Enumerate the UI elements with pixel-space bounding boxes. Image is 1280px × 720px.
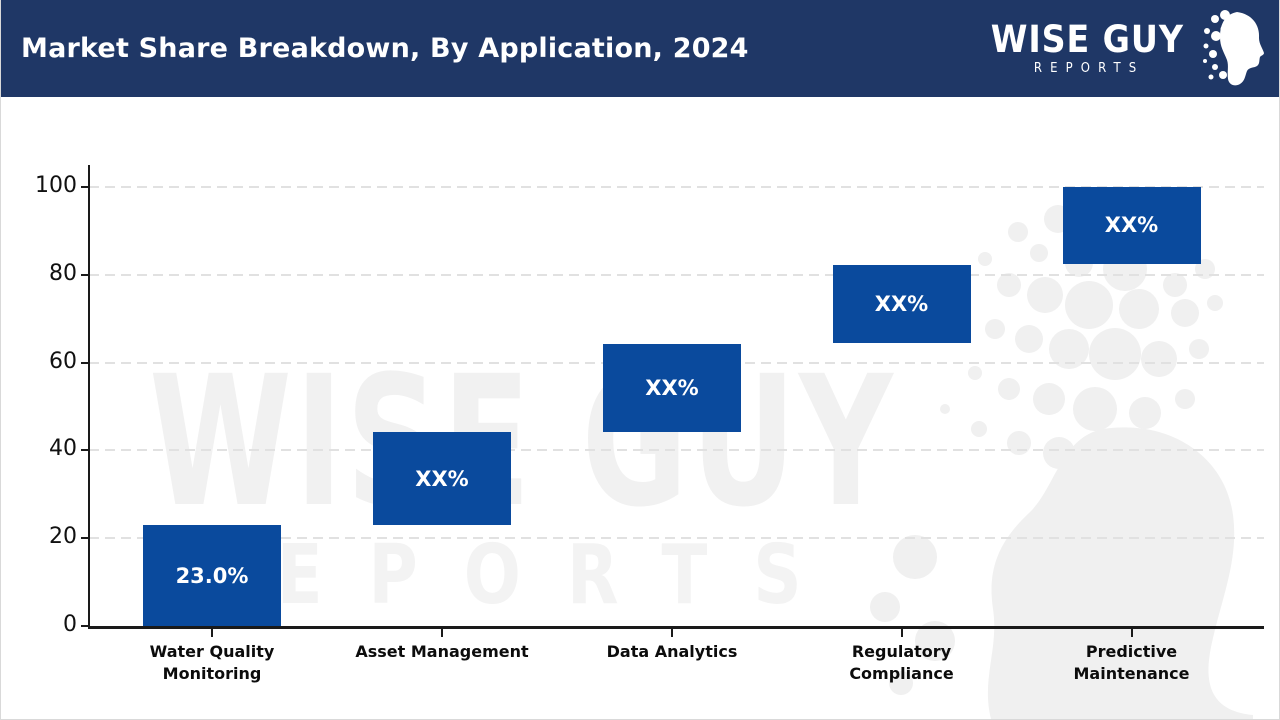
plot-area: 0 20 40 60 80 100 23.0% Water Quality Monitorin…: [1, 97, 1279, 719]
x-tick-mark: [900, 629, 903, 637]
y-tick-mark: [81, 449, 88, 452]
logo-wordmark: WISE GUY REPORTS: [991, 21, 1184, 76]
bar-segment: XX%: [373, 432, 511, 526]
bar-value-label: XX%: [415, 466, 469, 491]
category-label: Water Quality Monitoring: [149, 642, 275, 683]
logo-subtext: REPORTS: [1034, 61, 1145, 76]
y-gridline: [89, 449, 1264, 452]
y-tick-label: 100: [35, 173, 77, 198]
y-tick-label: 80: [49, 260, 77, 286]
header-bar: Market Share Breakdown, By Application, …: [1, 0, 1279, 97]
x-tick-mark: [671, 629, 673, 637]
category-label: Data Analytics: [606, 642, 738, 661]
y-tick-label: 0: [63, 612, 77, 637]
logo-wordmark-text: WISE GUY: [991, 18, 1185, 61]
bar-segment: XX%: [1062, 187, 1201, 264]
x-tick-mark: [211, 629, 213, 637]
wiseguy-logo: WISE GUY REPORTS: [980, 9, 1265, 89]
watermark-wordmark: WISE GUY: [149, 338, 896, 547]
y-tick-label: 40: [49, 436, 77, 462]
bar-value-label: XX%: [645, 375, 699, 400]
category-label: Predictive Maintenance: [1073, 642, 1190, 683]
y-tick-mark: [81, 537, 88, 540]
bar-value-label: XX%: [874, 291, 929, 316]
page-title: Market Share Breakdown, By Application, …: [21, 33, 749, 64]
y-tick-mark: [81, 273, 88, 276]
y-tick-label: 20: [49, 524, 77, 550]
bar-value-label: 23.0%: [175, 563, 249, 588]
bar-segment: 23.0%: [143, 525, 281, 626]
y-tick-mark: [81, 361, 88, 364]
watermark-layer: WISE GUY REPORTS: [1, 97, 1279, 719]
logo-head-icon: [1203, 9, 1264, 85]
bar-value-label: XX%: [1104, 213, 1159, 238]
y-tick-mark: [81, 186, 88, 188]
x-tick-mark: [441, 629, 443, 637]
y-tick-label: 60: [49, 348, 77, 374]
x-axis-line: [88, 626, 1264, 629]
category-label: Asset Management: [355, 642, 529, 661]
y-gridline: [89, 537, 1264, 540]
y-tick-mark: [81, 625, 88, 627]
y-gridline: [89, 186, 1264, 188]
bar-segment: XX%: [603, 344, 741, 432]
watermark-subtext: REPORTS: [179, 528, 848, 623]
x-tick-mark: [1130, 629, 1133, 637]
y-axis-line: [88, 165, 90, 628]
chart-area: WISE GUY REPORTS: [1, 97, 1279, 719]
y-gridline: [89, 273, 1264, 276]
category-label: Regulatory Compliance: [849, 642, 954, 683]
bar-segment: XX%: [832, 264, 971, 344]
